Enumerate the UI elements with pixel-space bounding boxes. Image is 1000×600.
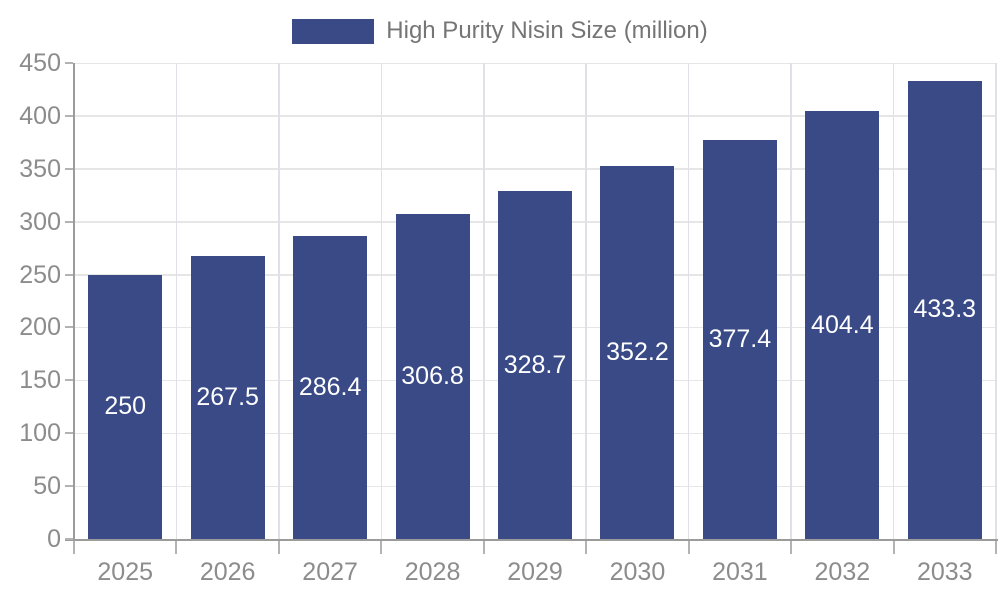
bar-2028[interactable]: 306.8 bbox=[395, 214, 470, 539]
y-axis-tick bbox=[65, 220, 73, 223]
x-axis-tick bbox=[277, 541, 280, 554]
y-axis-label: 100 bbox=[19, 419, 61, 448]
x-axis-label: 2033 bbox=[916, 558, 973, 586]
bar-value-label: 267.5 bbox=[196, 383, 259, 411]
y-axis-label: 400 bbox=[19, 101, 61, 130]
legend-label: High Purity Nisin Size (million) bbox=[386, 17, 708, 44]
y-axis-label: 450 bbox=[19, 49, 61, 77]
x-axis-label: 2030 bbox=[609, 558, 666, 586]
y-axis-label: 200 bbox=[19, 313, 61, 342]
x-axis-tick bbox=[482, 541, 485, 554]
x-axis-label: 2025 bbox=[97, 558, 154, 586]
y-axis-label: 50 bbox=[33, 472, 61, 501]
x-axis-tick bbox=[892, 541, 895, 554]
y-axis-tick bbox=[65, 379, 73, 382]
bar-2030[interactable]: 352.2 bbox=[600, 166, 675, 539]
gridline-vertical bbox=[995, 63, 997, 539]
bar-2026[interactable]: 267.5 bbox=[190, 256, 265, 539]
y-axis-label: 350 bbox=[19, 154, 61, 183]
legend-swatch bbox=[292, 18, 375, 44]
gridline-vertical bbox=[278, 63, 280, 539]
gridline-vertical bbox=[175, 63, 178, 539]
y-axis-label: 0 bbox=[47, 525, 61, 553]
bar-value-label: 250 bbox=[104, 392, 147, 421]
gridline-vertical bbox=[790, 63, 792, 539]
x-axis-tick bbox=[687, 541, 690, 554]
gridline-horizontal bbox=[74, 115, 996, 117]
gridline-vertical bbox=[687, 63, 690, 539]
bar-2032[interactable]: 404.4 bbox=[805, 111, 880, 539]
bar-value-label: 286.4 bbox=[298, 373, 362, 402]
y-axis-label: 250 bbox=[19, 260, 61, 289]
x-axis-label: 2027 bbox=[302, 558, 358, 586]
gridline-vertical bbox=[380, 63, 383, 539]
y-axis-tick bbox=[65, 273, 73, 276]
bar-value-label: 377.4 bbox=[708, 324, 772, 353]
x-axis-label: 2029 bbox=[507, 558, 563, 586]
bar-2031[interactable]: 377.4 bbox=[702, 139, 777, 539]
y-axis-tick bbox=[65, 167, 73, 170]
x-axis-label: 2028 bbox=[404, 558, 461, 586]
bar-2025[interactable]: 250 bbox=[88, 274, 163, 539]
bar-2029[interactable]: 328.7 bbox=[498, 191, 572, 539]
x-axis-tick bbox=[175, 541, 178, 554]
y-axis-tick bbox=[65, 485, 73, 488]
bar-value-label: 328.7 bbox=[503, 350, 567, 379]
x-axis-line bbox=[65, 539, 998, 541]
bar-value-label: 352.2 bbox=[606, 338, 669, 367]
gridline-vertical bbox=[892, 63, 895, 539]
x-axis-label: 2031 bbox=[712, 558, 768, 586]
gridline-horizontal bbox=[74, 62, 996, 64]
y-axis-tick bbox=[65, 62, 73, 64]
y-axis-line bbox=[73, 63, 75, 553]
y-axis-label: 150 bbox=[19, 366, 61, 395]
x-axis-tick bbox=[585, 541, 588, 554]
x-axis-label: 2032 bbox=[814, 558, 871, 586]
y-axis-tick bbox=[65, 326, 73, 329]
legend[interactable]: High Purity Nisin Size (million) bbox=[0, 16, 1000, 46]
bar-value-label: 433.3 bbox=[913, 295, 977, 324]
x-axis-tick bbox=[380, 541, 383, 554]
x-axis-tick bbox=[995, 541, 997, 554]
bar-2027[interactable]: 286.4 bbox=[293, 236, 368, 539]
bar-value-label: 404.4 bbox=[811, 310, 874, 339]
gridline-horizontal bbox=[74, 168, 996, 170]
bar-2033[interactable]: 433.3 bbox=[907, 80, 982, 539]
x-axis-tick bbox=[73, 541, 75, 554]
bar-value-label: 306.8 bbox=[401, 362, 464, 391]
gridline-vertical bbox=[585, 63, 587, 539]
y-axis-label: 300 bbox=[19, 207, 61, 236]
gridline-vertical bbox=[483, 63, 485, 539]
x-axis-tick bbox=[790, 541, 793, 554]
y-axis-tick bbox=[65, 432, 73, 435]
x-axis-label: 2026 bbox=[199, 558, 256, 586]
y-axis-tick bbox=[65, 114, 73, 117]
y-axis-tick bbox=[65, 538, 73, 540]
